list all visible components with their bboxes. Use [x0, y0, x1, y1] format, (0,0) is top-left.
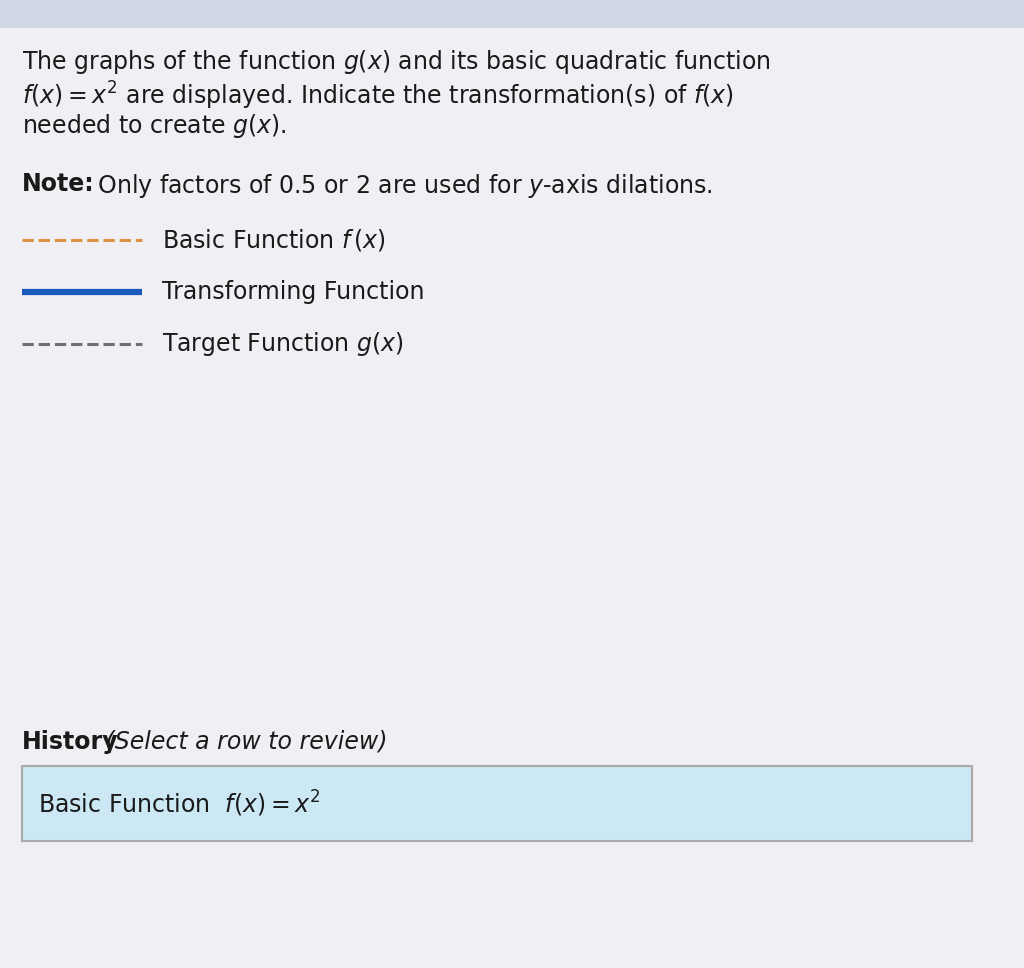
- Text: The graphs of the function $g(x)$ and its basic quadratic function: The graphs of the function $g(x)$ and it…: [22, 48, 771, 76]
- Text: Note:: Note:: [22, 172, 94, 196]
- Text: Target Function $g(x)$: Target Function $g(x)$: [162, 330, 403, 358]
- Text: Transforming Function: Transforming Function: [162, 280, 425, 304]
- FancyBboxPatch shape: [22, 766, 972, 841]
- Text: $f(x)=x^2$ are displayed. Indicate the transformation(s) of $f(x)$: $f(x)=x^2$ are displayed. Indicate the t…: [22, 80, 734, 112]
- Text: Basic Function $f\,(x)$: Basic Function $f\,(x)$: [162, 227, 386, 253]
- Bar: [0, 0, 1024, 28]
- Text: Basic Function  $f(x) = x^2$: Basic Function $f(x) = x^2$: [38, 788, 321, 819]
- Text: History: History: [22, 730, 119, 754]
- Text: (Select a row to review): (Select a row to review): [98, 730, 387, 754]
- Text: needed to create $g(x)$.: needed to create $g(x)$.: [22, 112, 287, 140]
- Text: Only factors of 0.5 or 2 are used for $y$-axis dilations.: Only factors of 0.5 or 2 are used for $y…: [90, 172, 713, 200]
